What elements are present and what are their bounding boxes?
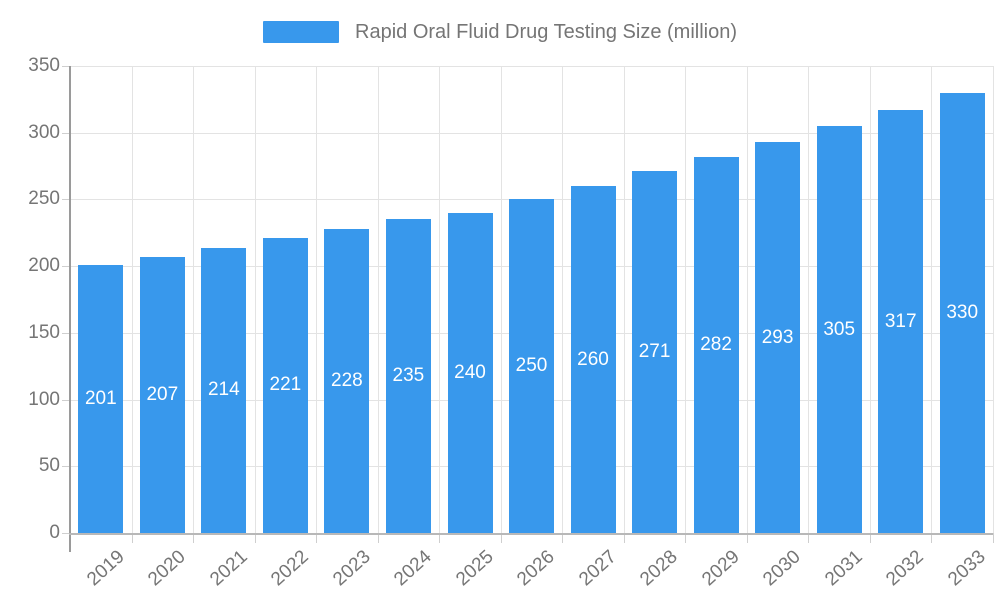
x-axis-tick-label: 2027: [574, 546, 621, 591]
v-gridline: [624, 66, 625, 533]
bar-2028[interactable]: 271: [632, 171, 678, 533]
bar-value-label: 260: [577, 348, 609, 370]
legend-label: Rapid Oral Fluid Drug Testing Size (mill…: [355, 21, 737, 43]
v-gridline: [193, 66, 194, 533]
x-axis-tick-label: 2031: [821, 546, 867, 591]
bar-2030[interactable]: 293: [755, 142, 801, 533]
x-axis-line: [69, 533, 993, 535]
y-axis-tick: [62, 533, 70, 534]
x-axis-tick-label: 2022: [267, 546, 313, 591]
y-axis-tick-label: 200: [28, 255, 60, 276]
bar-value-label: 221: [269, 374, 302, 396]
bar-value-label: 271: [638, 341, 671, 363]
x-axis-tick: [316, 533, 317, 543]
x-axis-tick-label: 2029: [698, 546, 744, 591]
x-axis-tick: [378, 533, 379, 543]
bar-2020[interactable]: 207: [139, 256, 185, 533]
x-axis-tick-label: 2020: [144, 546, 190, 591]
y-axis-tick-label: 300: [28, 122, 60, 143]
y-axis-tick-label: 0: [49, 522, 60, 543]
x-axis-tick: [193, 533, 194, 543]
v-gridline: [931, 66, 932, 533]
bar-2024[interactable]: 235: [385, 219, 431, 533]
bar-2021[interactable]: 214: [201, 247, 247, 533]
y-axis-tick: [62, 266, 70, 267]
x-axis-tick-label: 2023: [328, 546, 375, 591]
bar-2032[interactable]: 317: [878, 110, 924, 533]
v-gridline: [685, 66, 686, 533]
bar-value-label: 240: [454, 361, 486, 383]
v-gridline: [316, 66, 317, 533]
v-gridline: [439, 66, 440, 533]
x-axis-tick: [255, 533, 256, 543]
v-gridline: [255, 66, 256, 533]
y-axis-tick-label: 50: [38, 455, 60, 476]
x-axis-tick: [870, 533, 871, 543]
bar-2019[interactable]: 201: [78, 264, 124, 533]
x-axis-tick: [931, 533, 932, 543]
v-gridline: [993, 66, 994, 533]
bar-value-label: 317: [884, 310, 917, 332]
y-axis-tick-label: 250: [28, 188, 60, 209]
x-axis-tick-label: 2024: [390, 546, 436, 591]
bar-value-label: 235: [392, 365, 425, 387]
v-gridline: [378, 66, 379, 533]
bar-2027[interactable]: 260: [570, 186, 616, 533]
v-gridline: [132, 66, 133, 533]
bar-2023[interactable]: 228: [324, 228, 370, 533]
y-axis-tick: [62, 400, 70, 401]
y-axis-tick: [62, 66, 70, 67]
x-axis-tick: [993, 533, 994, 543]
y-axis-tick: [62, 199, 70, 200]
x-axis-tick-label: 2026: [513, 546, 559, 591]
v-gridline: [808, 66, 809, 533]
bar-value-label: 228: [331, 369, 363, 391]
bar-value-label: 282: [700, 333, 732, 355]
x-axis-tick: [685, 533, 686, 543]
y-axis-tick: [62, 466, 70, 467]
x-axis-tick-label: 2021: [205, 546, 252, 591]
x-axis-tick-label: 2033: [944, 546, 990, 591]
bar-2031[interactable]: 305: [816, 126, 862, 533]
y-axis-tick: [62, 133, 70, 134]
bar-2033[interactable]: 330: [939, 92, 985, 533]
x-axis-tick: [562, 533, 563, 543]
bar-value-label: 250: [515, 355, 548, 377]
y-axis-tick-label: 350: [28, 55, 60, 76]
bar-2022[interactable]: 221: [262, 238, 308, 533]
chart-legend[interactable]: Rapid Oral Fluid Drug Testing Size (mill…: [0, 14, 1000, 50]
bar-value-label: 214: [207, 379, 240, 401]
v-gridline: [562, 66, 563, 533]
bar-value-label: 330: [946, 301, 979, 323]
y-axis-tick-label: 150: [28, 322, 60, 343]
y-axis-line: [69, 66, 71, 552]
x-axis-tick-label: 2030: [759, 546, 805, 591]
bar-2026[interactable]: 250: [509, 199, 554, 533]
v-gridline: [747, 66, 748, 533]
y-axis-tick: [62, 333, 70, 334]
x-axis-tick: [747, 533, 748, 543]
h-gridline: [70, 66, 993, 67]
h-gridline: [70, 133, 993, 134]
y-axis-tick-label: 100: [28, 389, 60, 410]
x-axis-tick: [624, 533, 625, 543]
bar-2029[interactable]: 282: [693, 156, 739, 533]
bar-value-label: 293: [761, 326, 794, 348]
v-gridline: [501, 66, 502, 533]
bar-2025[interactable]: 240: [447, 212, 493, 533]
x-axis-tick-label: 2025: [451, 546, 498, 591]
v-gridline: [870, 66, 871, 533]
bar-value-label: 201: [84, 387, 117, 409]
x-axis-tick-label: 2028: [636, 546, 682, 591]
x-axis-tick: [132, 533, 133, 543]
bar-value-label: 207: [146, 383, 179, 405]
x-axis-tick: [808, 533, 809, 543]
x-axis-tick: [501, 533, 502, 543]
x-axis-tick-label: 2032: [882, 546, 929, 591]
legend-swatch-icon: [263, 21, 339, 43]
x-axis-tick: [439, 533, 440, 543]
bar-value-label: 305: [823, 318, 856, 340]
x-axis-tick-label: 2019: [82, 546, 129, 591]
